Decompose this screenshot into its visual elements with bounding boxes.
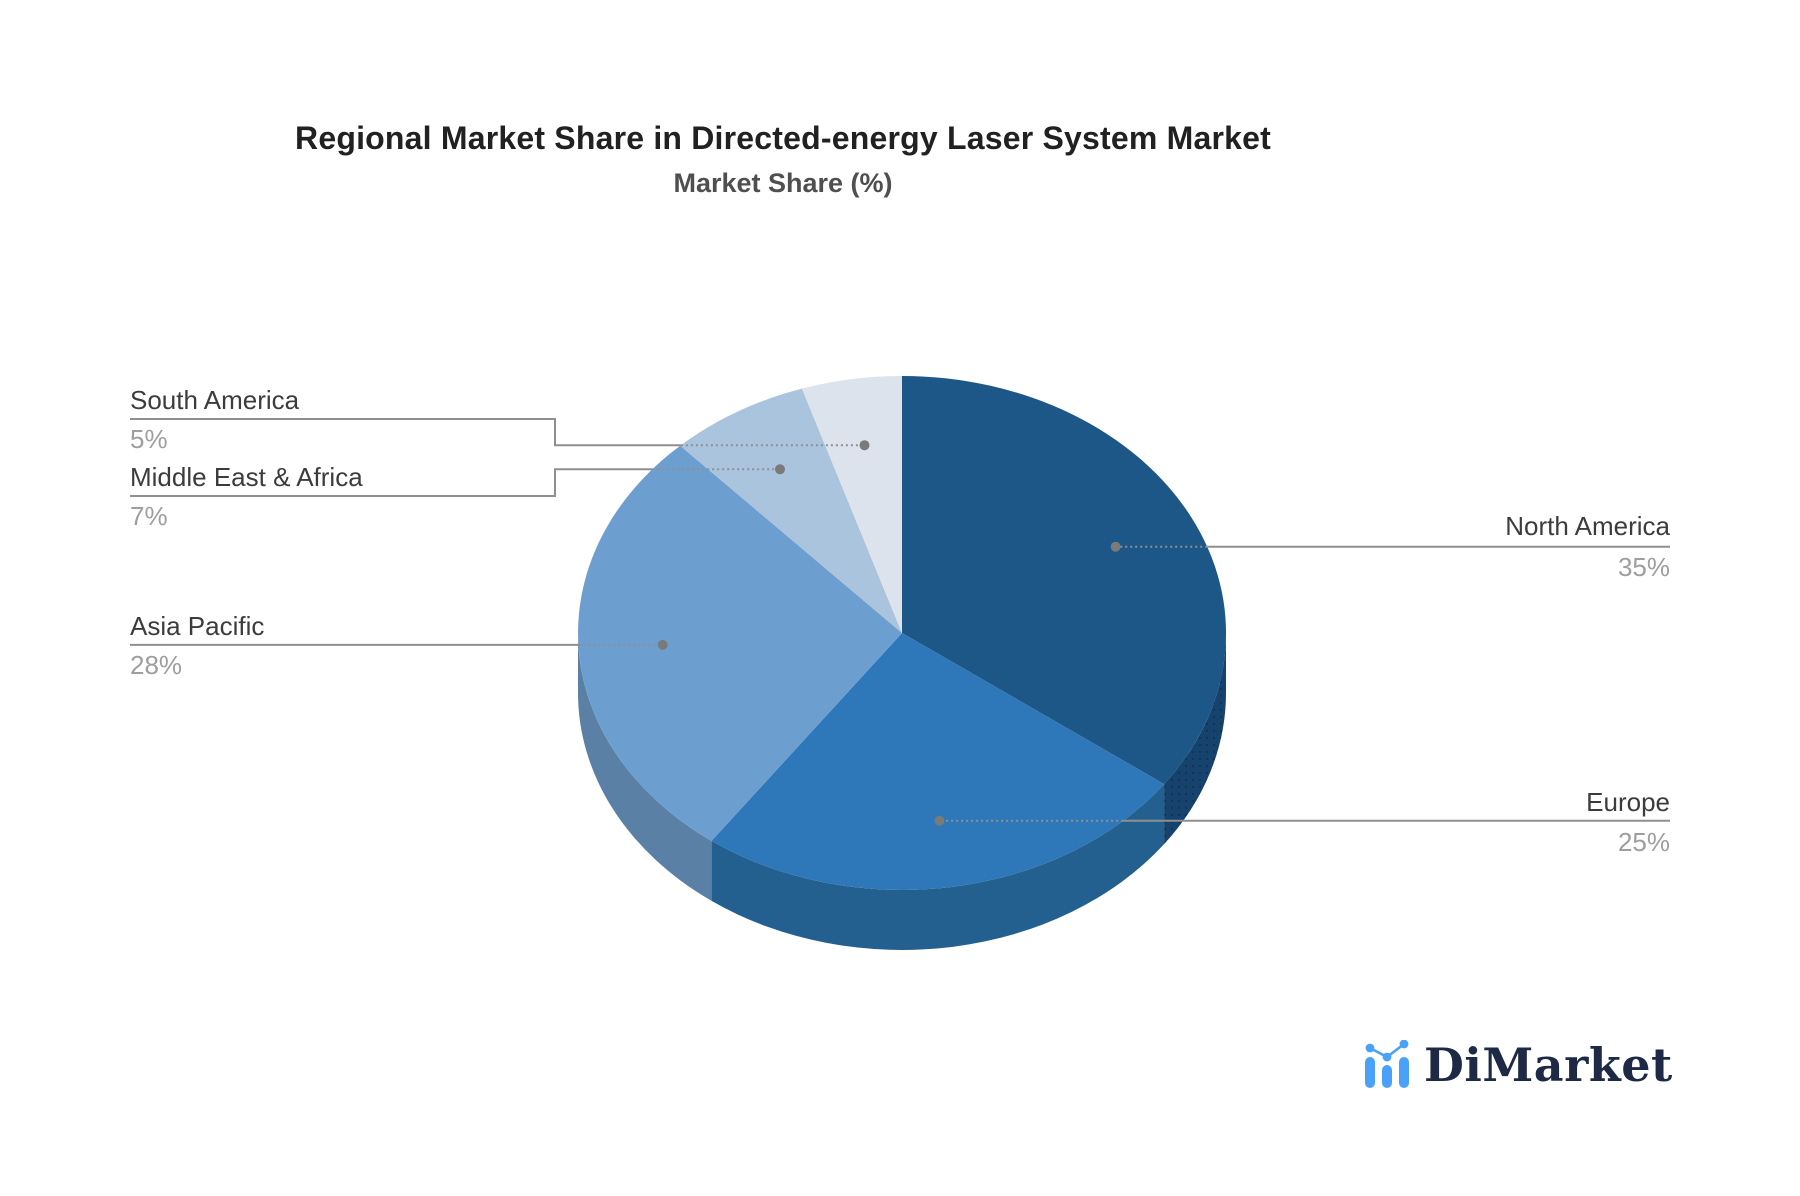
anchor-dot-asia-pacific xyxy=(657,639,668,650)
bar-chart-icon xyxy=(1365,1040,1409,1088)
brand-watermark: DiMarket xyxy=(1363,1038,1673,1092)
value-south-america: 5% xyxy=(130,424,168,454)
pie-slice-north-america[interactable] xyxy=(902,376,1227,785)
pie-slice-middle-east-africa[interactable] xyxy=(680,388,902,633)
leader-line-middle-east-africa xyxy=(130,468,653,497)
value-north-america: 35% xyxy=(1617,552,1670,582)
pie-slice-south-america[interactable] xyxy=(801,376,902,633)
anchor-dot-north-america xyxy=(1110,541,1121,552)
anchor-dot-middle-east-africa xyxy=(775,464,785,475)
label-south-america: South America xyxy=(130,385,300,415)
anchor-dot-south-america xyxy=(859,440,870,451)
chart-title: Regional Market Share in Directed-energy… xyxy=(295,120,1271,156)
brand-name: DiMarket xyxy=(1424,1038,1673,1092)
value-europe: 25% xyxy=(1617,827,1670,857)
chart-subtitle: Market Share (%) xyxy=(673,168,893,198)
pie-side-texture xyxy=(1164,633,1226,845)
value-middle-east-africa: 7% xyxy=(130,501,168,531)
label-europe: Europe xyxy=(1586,787,1670,817)
pie-slice-europe[interactable] xyxy=(711,633,1165,890)
pie-slice-asia-pacific[interactable] xyxy=(578,445,902,841)
label-asia-pacific: Asia Pacific xyxy=(130,611,265,641)
value-asia-pacific: 28% xyxy=(130,650,183,680)
label-north-america: North America xyxy=(1505,511,1670,541)
anchor-dot-europe xyxy=(934,815,945,826)
leader-line-south-america xyxy=(130,418,681,447)
pie-side-europe xyxy=(711,784,1165,950)
label-middle-east-africa: Middle East & Africa xyxy=(130,462,363,492)
pie-side-asia-pacific xyxy=(578,633,712,901)
